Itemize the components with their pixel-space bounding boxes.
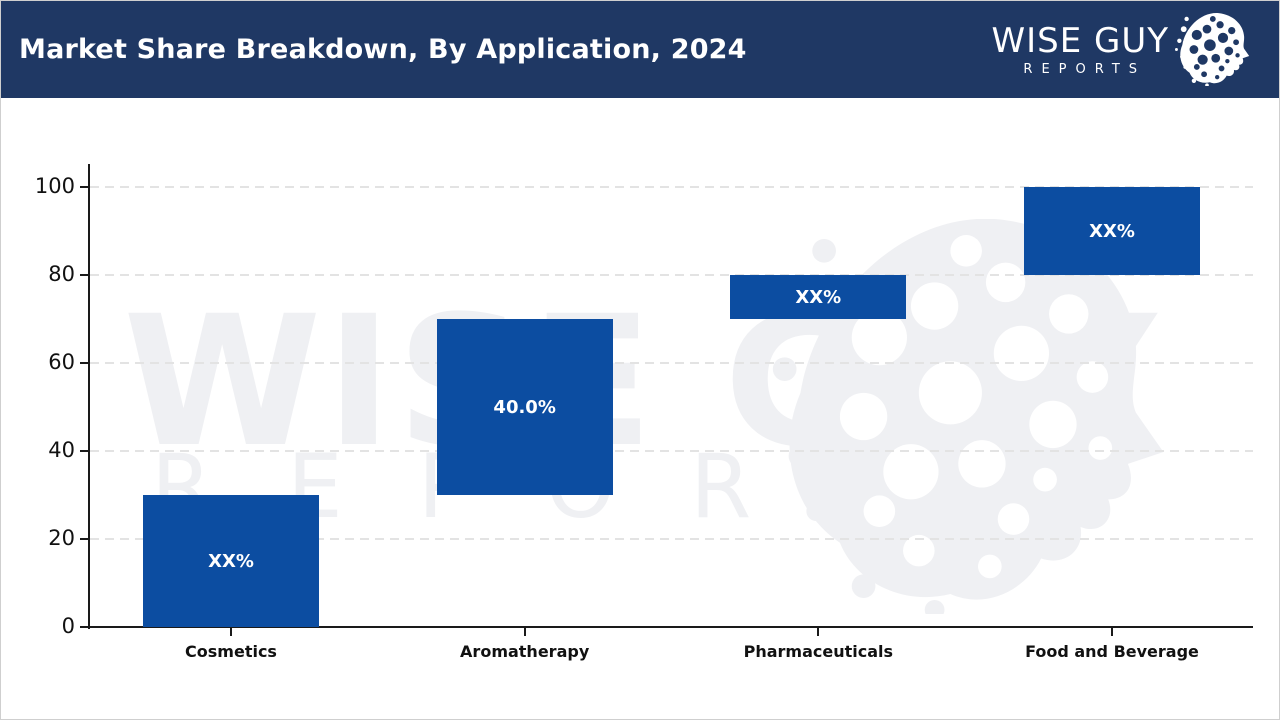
y-tick-80 bbox=[80, 274, 88, 276]
gridline-100 bbox=[90, 186, 1253, 188]
y-tick-60 bbox=[80, 362, 88, 364]
chart-title: Market Share Breakdown, By Application, … bbox=[19, 34, 747, 65]
y-tick-20 bbox=[80, 538, 88, 540]
gridline-20 bbox=[90, 538, 1253, 540]
y-tick-label-100: 100 bbox=[34, 174, 75, 198]
x-label-food-and-beverage: Food and Beverage bbox=[1025, 642, 1199, 661]
x-tick-cosmetics bbox=[230, 628, 232, 636]
x-label-cosmetics: Cosmetics bbox=[185, 642, 277, 661]
bar-aromatherapy: 40.0% bbox=[436, 319, 613, 495]
logo-brand-sub: REPORTS bbox=[1023, 61, 1147, 77]
y-tick-100 bbox=[80, 186, 88, 188]
bar-label-aromatherapy: 40.0% bbox=[493, 396, 556, 418]
y-tick-label-20: 20 bbox=[48, 526, 75, 550]
y-tick-0 bbox=[80, 626, 88, 628]
x-tick-aromatherapy bbox=[523, 628, 526, 636]
x-axis-line bbox=[88, 626, 1253, 628]
bar-cosmetics: XX% bbox=[143, 495, 319, 627]
y-tick-label-80: 80 bbox=[48, 262, 75, 286]
bar-food-and-beverage: XX% bbox=[1024, 187, 1200, 275]
x-label-pharmaceuticals: Pharmaceuticals bbox=[743, 642, 894, 661]
gridline-80 bbox=[90, 274, 1253, 276]
wiseguy-face-icon bbox=[1175, 13, 1250, 86]
y-axis-line bbox=[88, 164, 90, 629]
y-tick-40 bbox=[80, 450, 88, 452]
gridline-60 bbox=[90, 362, 1253, 364]
bar-label-cosmetics: XX% bbox=[208, 550, 254, 572]
bar-label-food-and-beverage: XX% bbox=[1089, 220, 1135, 242]
gridline-40 bbox=[90, 450, 1253, 452]
x-tick-pharmaceuticals bbox=[817, 628, 820, 636]
logo-brand-name: WISE GUY bbox=[991, 20, 1169, 61]
bar-label-pharmaceuticals: XX% bbox=[795, 286, 842, 308]
y-tick-label-60: 60 bbox=[48, 350, 75, 374]
bar-pharmaceuticals: XX% bbox=[730, 275, 907, 319]
x-tick-food-and-beverage bbox=[1111, 628, 1113, 636]
wiseguy-logo-text: WISE GUY REPORTS bbox=[991, 24, 1169, 76]
y-tick-label-0: 0 bbox=[61, 614, 75, 638]
plot-area: 0 20 40 60 80 100 XX% Cosmetics 40.0% Aromatherap… bbox=[1, 98, 1279, 719]
y-tick-label-40: 40 bbox=[48, 438, 75, 462]
x-label-aromatherapy: Aromatherapy bbox=[460, 642, 590, 661]
wiseguy-logo: WISE GUY REPORTS bbox=[991, 13, 1261, 86]
header-bar: Market Share Breakdown, By Application, … bbox=[1, 1, 1279, 98]
